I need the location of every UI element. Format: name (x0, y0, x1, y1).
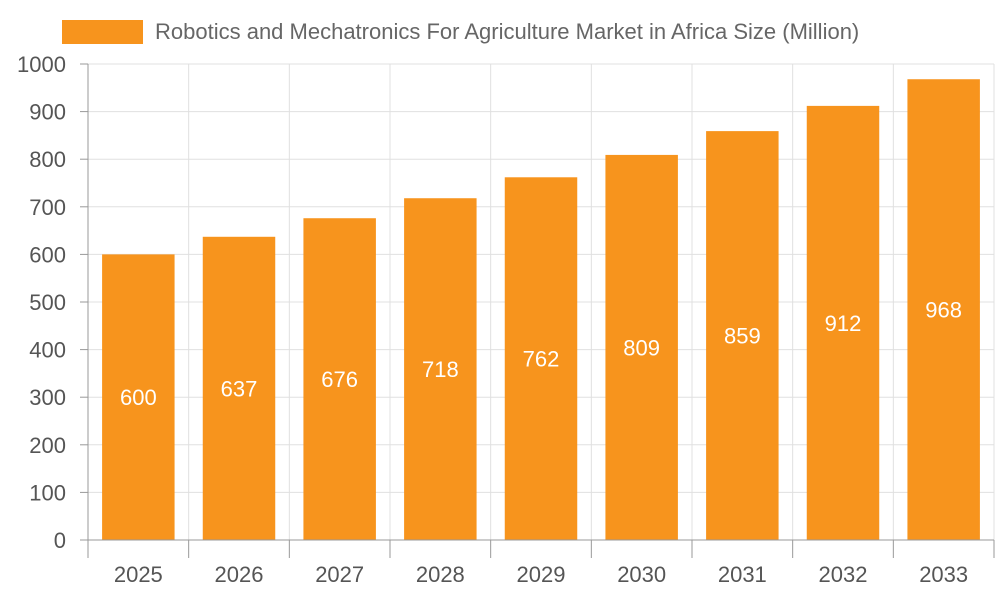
y-tick-label: 500 (29, 290, 66, 315)
bar-2030[interactable] (605, 154, 678, 540)
legend-swatch (62, 20, 143, 44)
y-tick-label: 700 (29, 195, 66, 220)
bar-value-label: 912 (825, 311, 862, 336)
y-tick-label: 900 (29, 100, 66, 125)
bar-2031[interactable] (706, 131, 779, 540)
y-tick-label: 1000 (17, 52, 66, 77)
bar-2025[interactable] (102, 254, 175, 540)
x-tick-label: 2026 (215, 562, 264, 587)
bar-2028[interactable] (404, 198, 477, 540)
x-tick-label: 2028 (416, 562, 465, 587)
y-tick-label: 100 (29, 480, 66, 505)
bar-2029[interactable] (504, 177, 578, 540)
bar-2027[interactable] (303, 218, 376, 540)
bar-value-label: 968 (925, 298, 962, 323)
bar-value-label: 600 (120, 385, 157, 410)
y-tick-label: 200 (29, 433, 66, 458)
bar-2032[interactable] (806, 105, 880, 540)
bar-value-label: 718 (422, 357, 459, 382)
x-tick-label: 2025 (114, 562, 163, 587)
y-tick-label: 400 (29, 338, 66, 363)
x-tick-label: 2030 (617, 562, 666, 587)
y-tick-label: 800 (29, 147, 66, 172)
bar-value-label: 859 (724, 324, 761, 349)
bar-value-label: 676 (321, 367, 358, 392)
x-tick-label: 2033 (919, 562, 968, 587)
bar-2026[interactable] (202, 236, 276, 540)
bar-value-label: 637 (221, 376, 258, 401)
y-axis-ticks: 0 100 200 300 400 500 600 700 800 900 1000 (17, 52, 88, 553)
x-axis-ticks: 2025 2026 2027 2028 2029 2030 2031 2032 2033 (87, 540, 995, 587)
axes (87, 64, 994, 541)
bar-value-label: 809 (623, 335, 660, 360)
x-tick-label: 2032 (819, 562, 868, 587)
y-tick-label: 300 (29, 385, 66, 410)
legend[interactable]: Robotics and Mechatronics For Agricultur… (62, 19, 859, 44)
bar-value-label: 762 (523, 347, 560, 372)
x-tick-label: 2031 (718, 562, 767, 587)
legend-label: Robotics and Mechatronics For Agricultur… (155, 19, 859, 44)
x-tick-label: 2029 (517, 562, 566, 587)
x-tick-label: 2027 (315, 562, 364, 587)
y-tick-label: 0 (54, 528, 66, 553)
y-tick-label: 600 (29, 242, 66, 267)
bar-2033[interactable] (907, 79, 980, 541)
bars: 600 637 676 718 762 809 859 912 968 (102, 79, 980, 541)
